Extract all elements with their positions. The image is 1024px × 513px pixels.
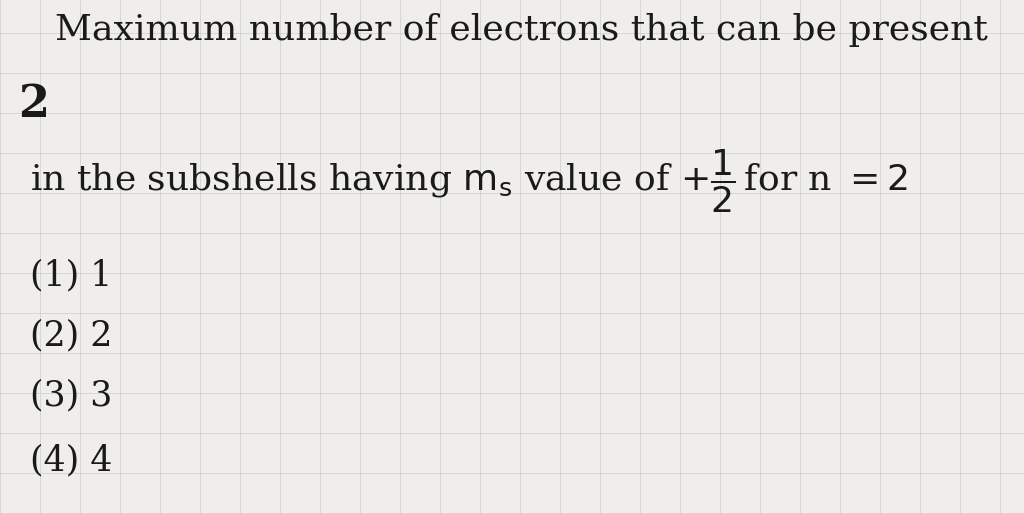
Text: (3) 3: (3) 3 xyxy=(30,378,113,412)
Text: 2: 2 xyxy=(18,83,49,126)
Text: Maximum number of electrons that can be present: Maximum number of electrons that can be … xyxy=(55,13,988,47)
Text: in the subshells having $\mathrm{m_s}$ value of $+\dfrac{1}{2}\,$for n $= 2$: in the subshells having $\mathrm{m_s}$ v… xyxy=(30,148,908,215)
Text: (2) 2: (2) 2 xyxy=(30,318,113,352)
Text: (4) 4: (4) 4 xyxy=(30,443,113,477)
Text: (1) 1: (1) 1 xyxy=(30,258,113,292)
